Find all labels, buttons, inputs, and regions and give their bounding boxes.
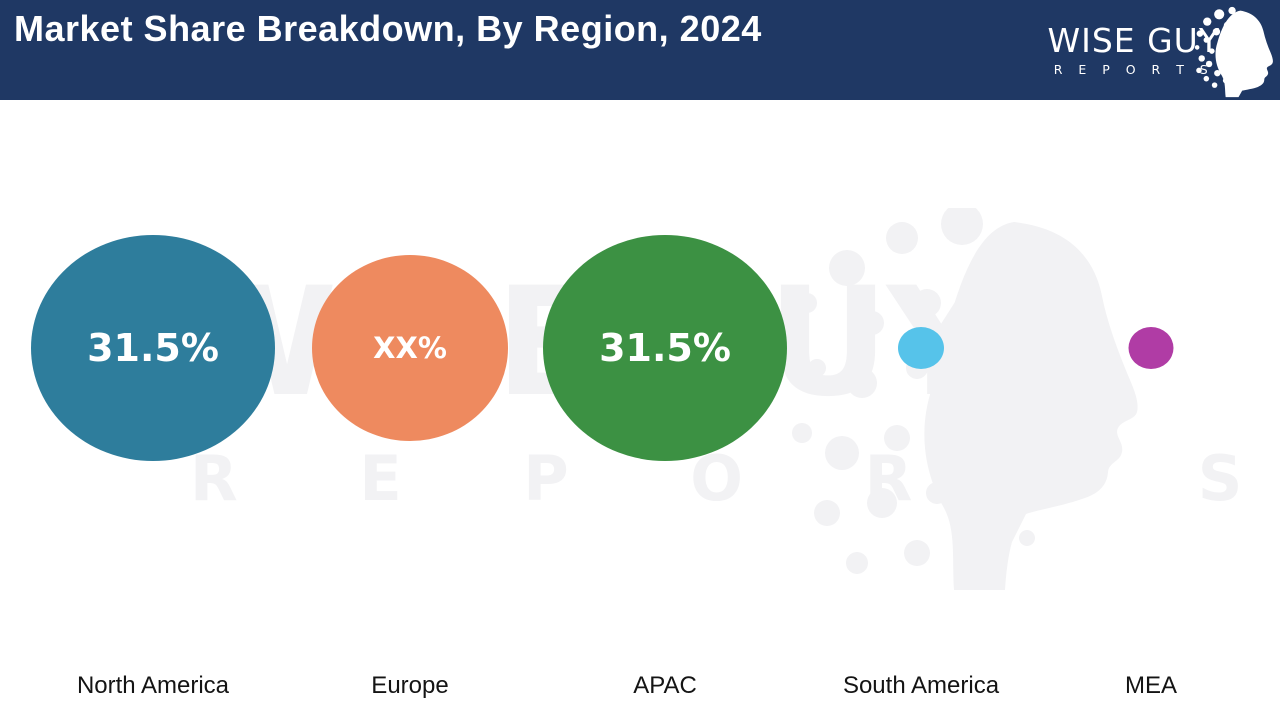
bubble-mea <box>1128 327 1174 369</box>
bubble-apac: 31.5% <box>543 235 787 461</box>
wise-guy-logo: WISE GUY R E P O R T S <box>1047 4 1276 100</box>
logo-subtitle: R E P O R T S <box>1053 62 1214 77</box>
logo-text: WISE GUY R E P O R T S <box>1047 24 1220 77</box>
bubble-north-america: 31.5% <box>31 235 275 461</box>
category-label-apac: APAC <box>633 672 697 699</box>
bubble-south-america <box>898 327 944 369</box>
category-label-europe: Europe <box>371 672 449 699</box>
header-bar: Market Share Breakdown, By Region, 2024 … <box>0 0 1280 100</box>
head-silhouette-icon <box>1194 6 1273 98</box>
bubble-value-label: 31.5% <box>599 326 731 370</box>
bubble-europe: XX% <box>312 255 508 441</box>
page-title: Market Share Breakdown, By Region, 2024 <box>14 8 762 49</box>
bubble-value-label: XX% <box>373 331 447 365</box>
category-label-south-america: South America <box>842 672 1000 699</box>
category-label-north-america: North America <box>76 672 230 699</box>
logo-name: WISE GUY <box>1047 21 1220 60</box>
category-label-mea: MEA <box>1124 672 1178 699</box>
bubble-value-label: 31.5% <box>87 326 219 370</box>
watermark-head-silhouette <box>792 208 1138 590</box>
